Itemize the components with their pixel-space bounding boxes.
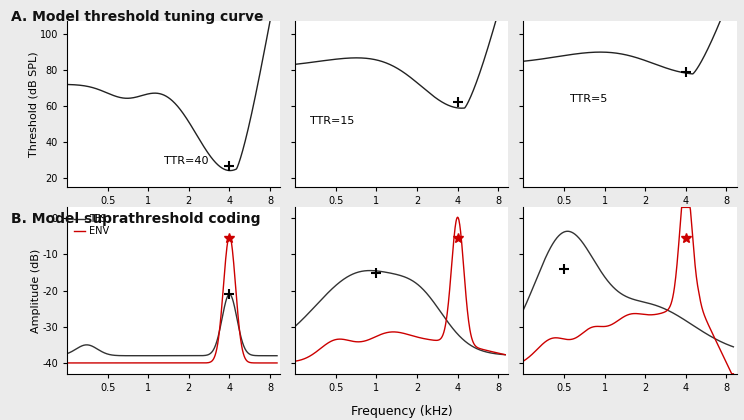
TFS	[519, 307, 527, 312]
ENV	[453, 215, 462, 220]
TFS	[725, 343, 734, 348]
TFS	[563, 229, 572, 234]
Text: A. Model threshold tuning curve: A. Model threshold tuning curve	[11, 10, 263, 24]
TFS	[691, 325, 700, 330]
TFS	[729, 344, 738, 349]
TFS	[62, 351, 71, 356]
TFS	[225, 292, 234, 297]
ENV	[162, 360, 171, 365]
TFS	[644, 301, 653, 306]
TFS	[272, 353, 281, 358]
Text: TTR=15: TTR=15	[310, 116, 354, 126]
ENV	[235, 328, 244, 333]
TFS	[496, 352, 505, 357]
ENV	[620, 314, 629, 319]
Text: Frequency (kHz): Frequency (kHz)	[351, 405, 452, 418]
ENV	[618, 315, 627, 320]
ENV	[176, 360, 185, 365]
TFS	[501, 352, 510, 357]
TFS	[416, 284, 425, 289]
ENV	[519, 359, 527, 364]
TFS	[405, 276, 414, 281]
Line: ENV: ENV	[67, 236, 277, 363]
Y-axis label: Amplitude (dB): Amplitude (dB)	[31, 249, 41, 333]
TFS	[620, 293, 629, 298]
ENV	[187, 360, 196, 365]
TFS	[188, 353, 197, 358]
ENV	[268, 360, 277, 365]
ENV	[691, 270, 700, 276]
ENV	[291, 359, 300, 364]
TFS	[164, 353, 173, 358]
TFS	[391, 272, 400, 277]
TFS	[392, 272, 401, 277]
ENV	[644, 312, 652, 318]
Y-axis label: Threshold (dB SPL): Threshold (dB SPL)	[28, 51, 38, 157]
ENV	[727, 371, 736, 376]
ENV	[464, 311, 472, 316]
ENV	[501, 352, 510, 357]
TFS	[365, 268, 374, 273]
TFS	[464, 341, 472, 346]
TFS	[176, 353, 185, 358]
ENV	[496, 351, 505, 356]
TFS	[619, 293, 628, 298]
ENV	[272, 360, 281, 365]
ENV	[391, 330, 400, 335]
Line: TFS: TFS	[295, 270, 505, 355]
TFS	[162, 353, 171, 358]
ENV	[725, 365, 734, 370]
ENV	[677, 205, 686, 210]
ENV	[632, 311, 641, 316]
ENV	[225, 234, 234, 239]
Line: ENV: ENV	[295, 217, 505, 361]
Line: TFS: TFS	[523, 231, 734, 347]
Line: TFS: TFS	[67, 294, 277, 356]
TFS	[291, 324, 300, 329]
Text: TTR=40: TTR=40	[164, 156, 208, 166]
ENV	[391, 329, 400, 334]
TFS	[269, 353, 278, 358]
ENV	[164, 360, 173, 365]
Text: B. Model suprathreshold coding: B. Model suprathreshold coding	[11, 212, 260, 226]
TFS	[236, 331, 245, 336]
ENV	[416, 335, 425, 340]
ENV	[404, 332, 413, 337]
ENV	[729, 371, 738, 376]
Line: ENV: ENV	[523, 207, 734, 374]
Legend: TFS, ENV: TFS, ENV	[72, 212, 112, 238]
TFS	[633, 298, 642, 303]
TFS	[166, 353, 175, 358]
ENV	[62, 360, 71, 365]
Text: TTR=5: TTR=5	[570, 94, 607, 105]
